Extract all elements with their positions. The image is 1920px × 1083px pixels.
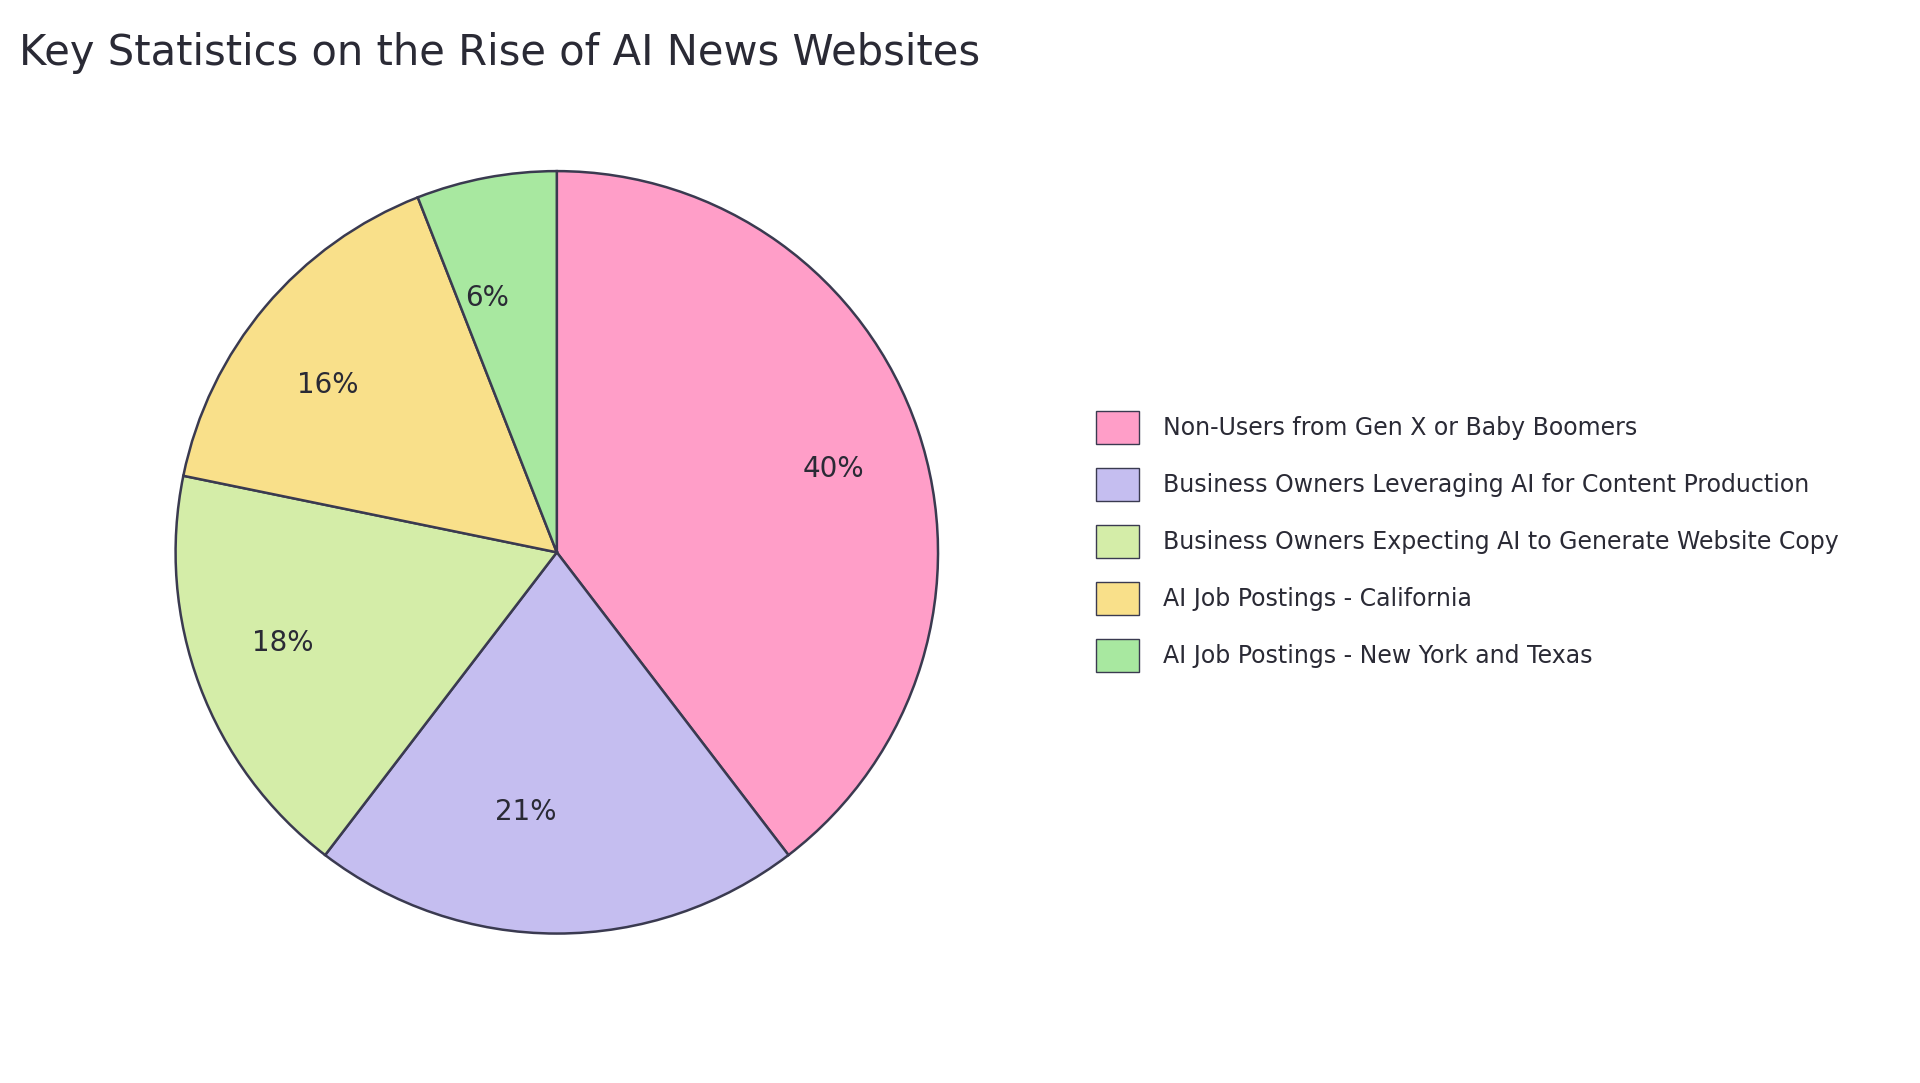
Wedge shape [419,171,557,552]
Text: 16%: 16% [298,371,359,400]
Wedge shape [557,171,939,856]
Text: 6%: 6% [465,284,509,312]
Text: 40%: 40% [803,455,864,483]
Legend: Non-Users from Gen X or Baby Boomers, Business Owners Leveraging AI for Content : Non-Users from Gen X or Baby Boomers, Bu… [1087,402,1847,681]
Text: 18%: 18% [253,629,315,657]
Wedge shape [324,552,789,934]
Wedge shape [182,197,557,552]
Wedge shape [175,475,557,856]
Text: Key Statistics on the Rise of AI News Websites: Key Statistics on the Rise of AI News We… [19,32,981,75]
Text: 21%: 21% [495,797,557,825]
